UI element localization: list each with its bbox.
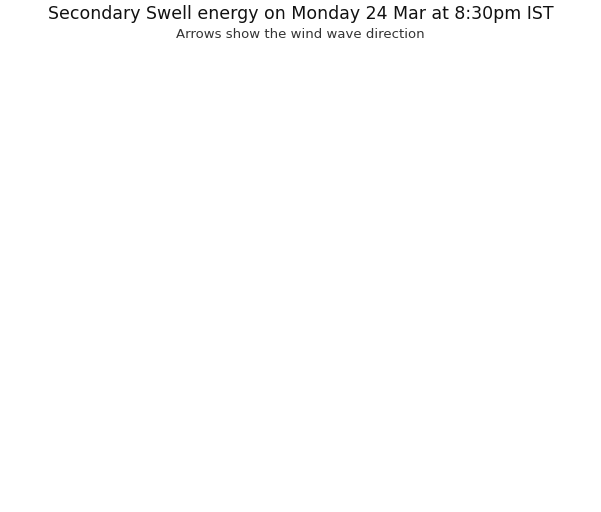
Text: Arrows show the wind wave direction: Arrows show the wind wave direction	[176, 28, 425, 41]
Text: Secondary Swell energy on Monday 24 Mar at 8:30pm IST: Secondary Swell energy on Monday 24 Mar …	[47, 5, 554, 23]
Text: Map requires cartopy: Map requires cartopy	[197, 269, 404, 288]
